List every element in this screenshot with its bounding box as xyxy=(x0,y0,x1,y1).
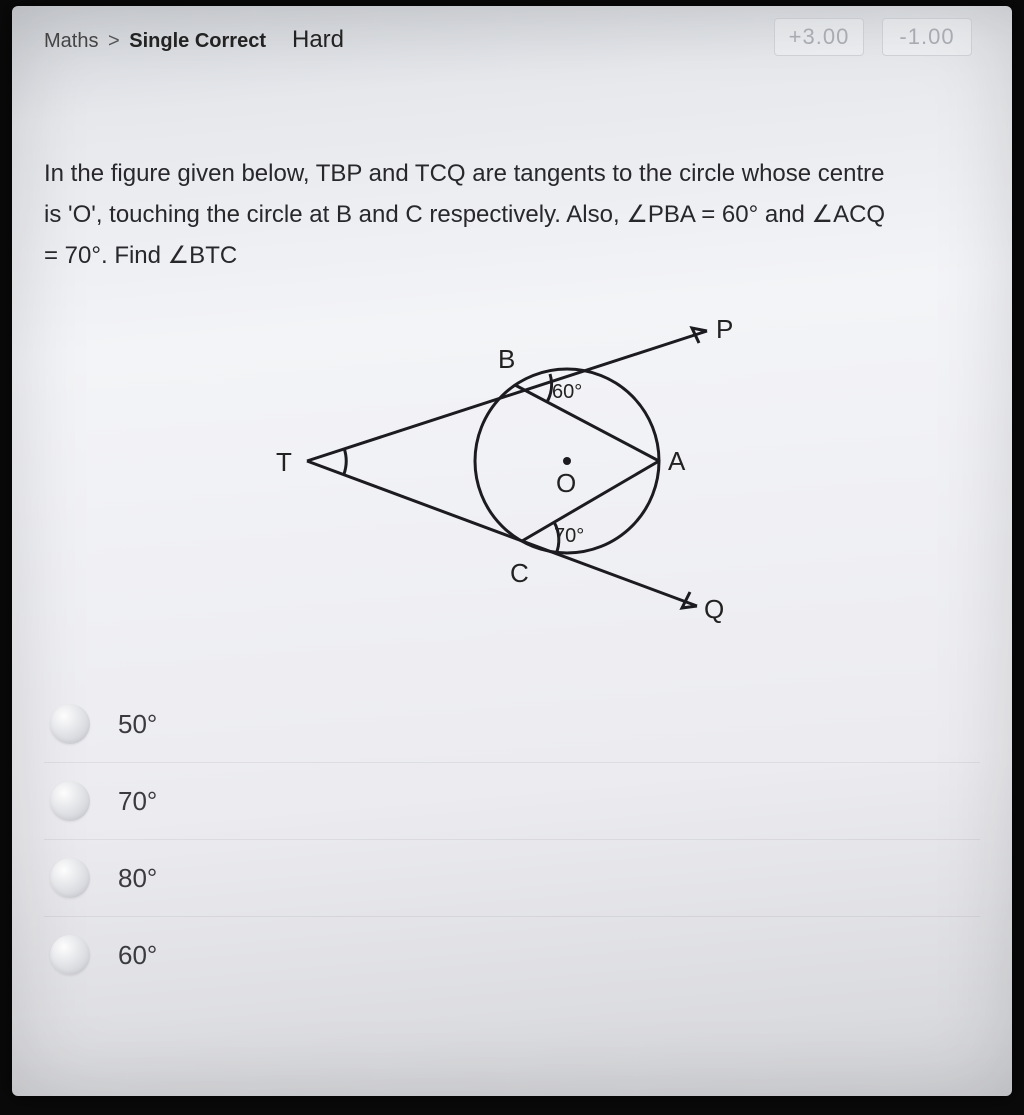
question-line-1: In the figure given below, TBP and TCQ a… xyxy=(44,160,885,187)
label-b: B xyxy=(498,344,515,374)
radio-icon[interactable] xyxy=(50,781,90,821)
option-4[interactable]: 60° xyxy=(44,916,980,993)
subject-label: Maths xyxy=(44,30,98,52)
option-4-label: 60° xyxy=(118,940,157,971)
negative-score: -1.00 xyxy=(882,18,972,56)
question-text: In the figure given below, TBP and TCQ a… xyxy=(44,154,964,276)
options-list: 50° 70° 80° 60° xyxy=(44,686,980,993)
chord-ba xyxy=(515,385,659,461)
positive-score: +3.00 xyxy=(774,18,864,56)
geometry-diagram: T B C P Q A O 60° 70° xyxy=(252,306,772,626)
angle-arc-t xyxy=(344,448,346,474)
angle-arc-pba xyxy=(547,374,552,402)
option-2-label: 70° xyxy=(118,786,157,817)
arrow-p xyxy=(692,328,707,343)
breadcrumb-separator: > xyxy=(108,30,120,52)
label-t: T xyxy=(276,447,292,477)
option-3[interactable]: 80° xyxy=(44,839,980,916)
radio-icon[interactable] xyxy=(50,858,90,898)
diagram-container: T B C P Q A O 60° 70° xyxy=(44,306,980,626)
option-1-label: 50° xyxy=(118,709,157,740)
label-o: O xyxy=(556,468,576,498)
positive-score-value: +3.00 xyxy=(789,24,850,50)
radio-icon[interactable] xyxy=(50,704,90,744)
label-p: P xyxy=(716,314,733,344)
option-3-label: 80° xyxy=(118,863,157,894)
chord-ca xyxy=(522,461,659,541)
label-c: C xyxy=(510,558,529,588)
score-row: +3.00 -1.00 xyxy=(774,18,972,56)
question-type: Single Correct xyxy=(129,30,266,52)
angle-acq-text: 70° xyxy=(554,525,584,547)
radio-icon[interactable] xyxy=(50,935,90,975)
centre-dot xyxy=(563,457,571,465)
option-2[interactable]: 70° xyxy=(44,762,980,839)
tangent-tcq xyxy=(307,461,697,606)
difficulty-label: Hard xyxy=(292,26,344,54)
option-1[interactable]: 50° xyxy=(44,686,980,762)
question-line-3: = 70°. Find ∠BTC xyxy=(44,242,237,269)
question-screen: Maths > Single Correct Hard +3.00 -1.00 … xyxy=(12,6,1012,1096)
negative-score-value: -1.00 xyxy=(899,24,954,50)
label-q: Q xyxy=(704,594,724,624)
breadcrumb: Maths > Single Correct xyxy=(44,30,266,53)
label-a: A xyxy=(668,446,686,476)
angle-pba-text: 60° xyxy=(552,381,582,403)
question-line-2: is 'O', touching the circle at B and C r… xyxy=(44,201,885,228)
